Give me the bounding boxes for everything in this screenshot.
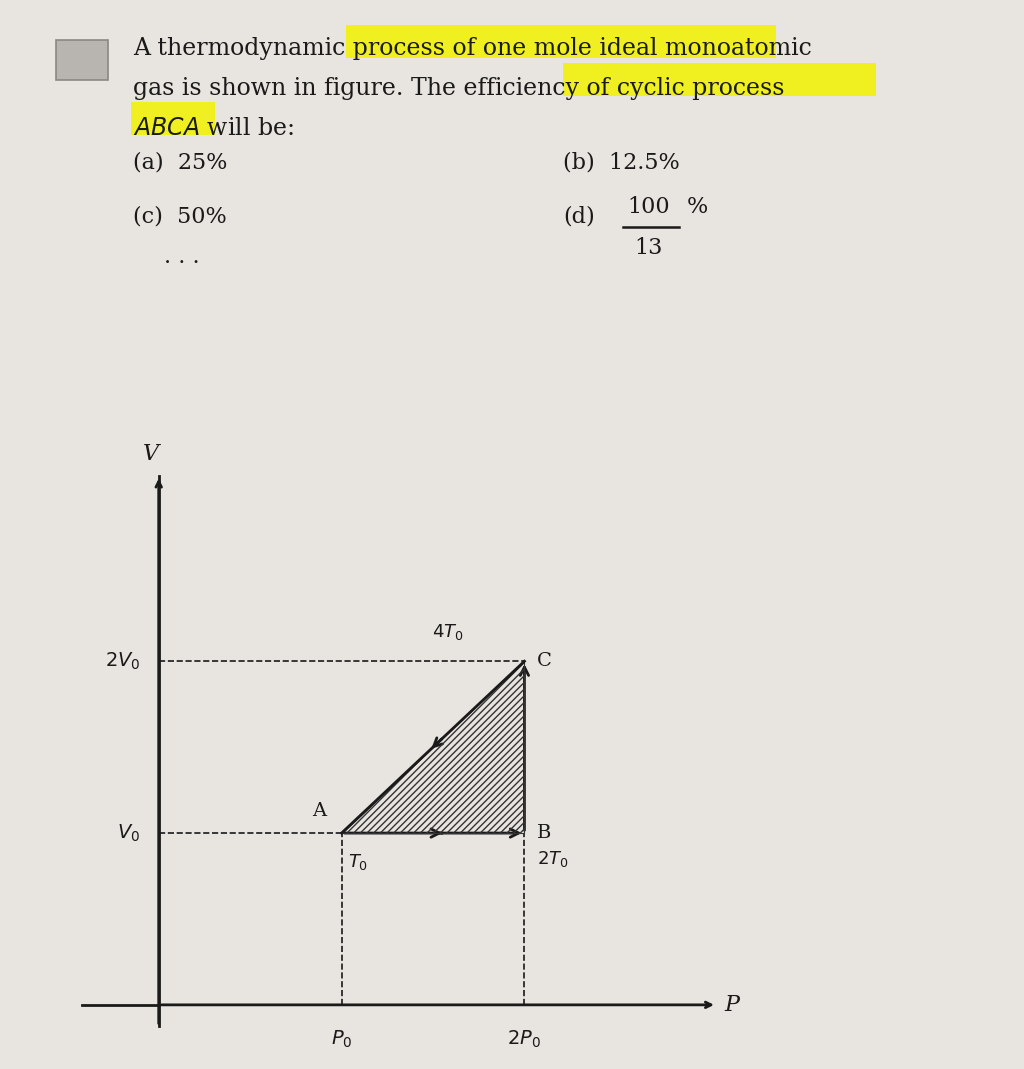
- Text: V: V: [142, 443, 159, 465]
- Text: A thermodynamic process of one mole ideal monoatomic: A thermodynamic process of one mole idea…: [133, 37, 812, 61]
- Text: 13: 13: [634, 237, 663, 259]
- Text: $2V_0$: $2V_0$: [104, 651, 140, 672]
- FancyBboxPatch shape: [131, 102, 215, 135]
- Text: B: B: [537, 824, 551, 842]
- Text: $2T_0$: $2T_0$: [537, 849, 568, 869]
- Text: $2P_0$: $2P_0$: [508, 1028, 542, 1050]
- FancyBboxPatch shape: [346, 25, 776, 58]
- Text: $P_0$: $P_0$: [331, 1028, 352, 1050]
- Text: $4T_0$: $4T_0$: [432, 622, 464, 642]
- FancyBboxPatch shape: [56, 40, 108, 80]
- Text: (b)  12.5%: (b) 12.5%: [563, 152, 680, 174]
- Text: %: %: [687, 197, 709, 218]
- Text: $T_0$: $T_0$: [348, 852, 368, 872]
- Text: $\mathit{ABCA}$ will be:: $\mathit{ABCA}$ will be:: [133, 117, 294, 140]
- Text: . . .: . . .: [164, 246, 200, 268]
- Text: gas is shown in figure. The efficiency of cyclic process: gas is shown in figure. The efficiency o…: [133, 77, 784, 100]
- Text: (c)  50%: (c) 50%: [133, 205, 227, 228]
- Text: (d): (d): [563, 205, 595, 228]
- Text: (a)  25%: (a) 25%: [133, 152, 227, 174]
- Text: P: P: [724, 994, 739, 1016]
- Text: C: C: [537, 652, 552, 670]
- Text: 100: 100: [627, 197, 670, 218]
- FancyBboxPatch shape: [563, 63, 876, 96]
- Text: A: A: [312, 802, 327, 820]
- Text: $V_0$: $V_0$: [117, 822, 140, 843]
